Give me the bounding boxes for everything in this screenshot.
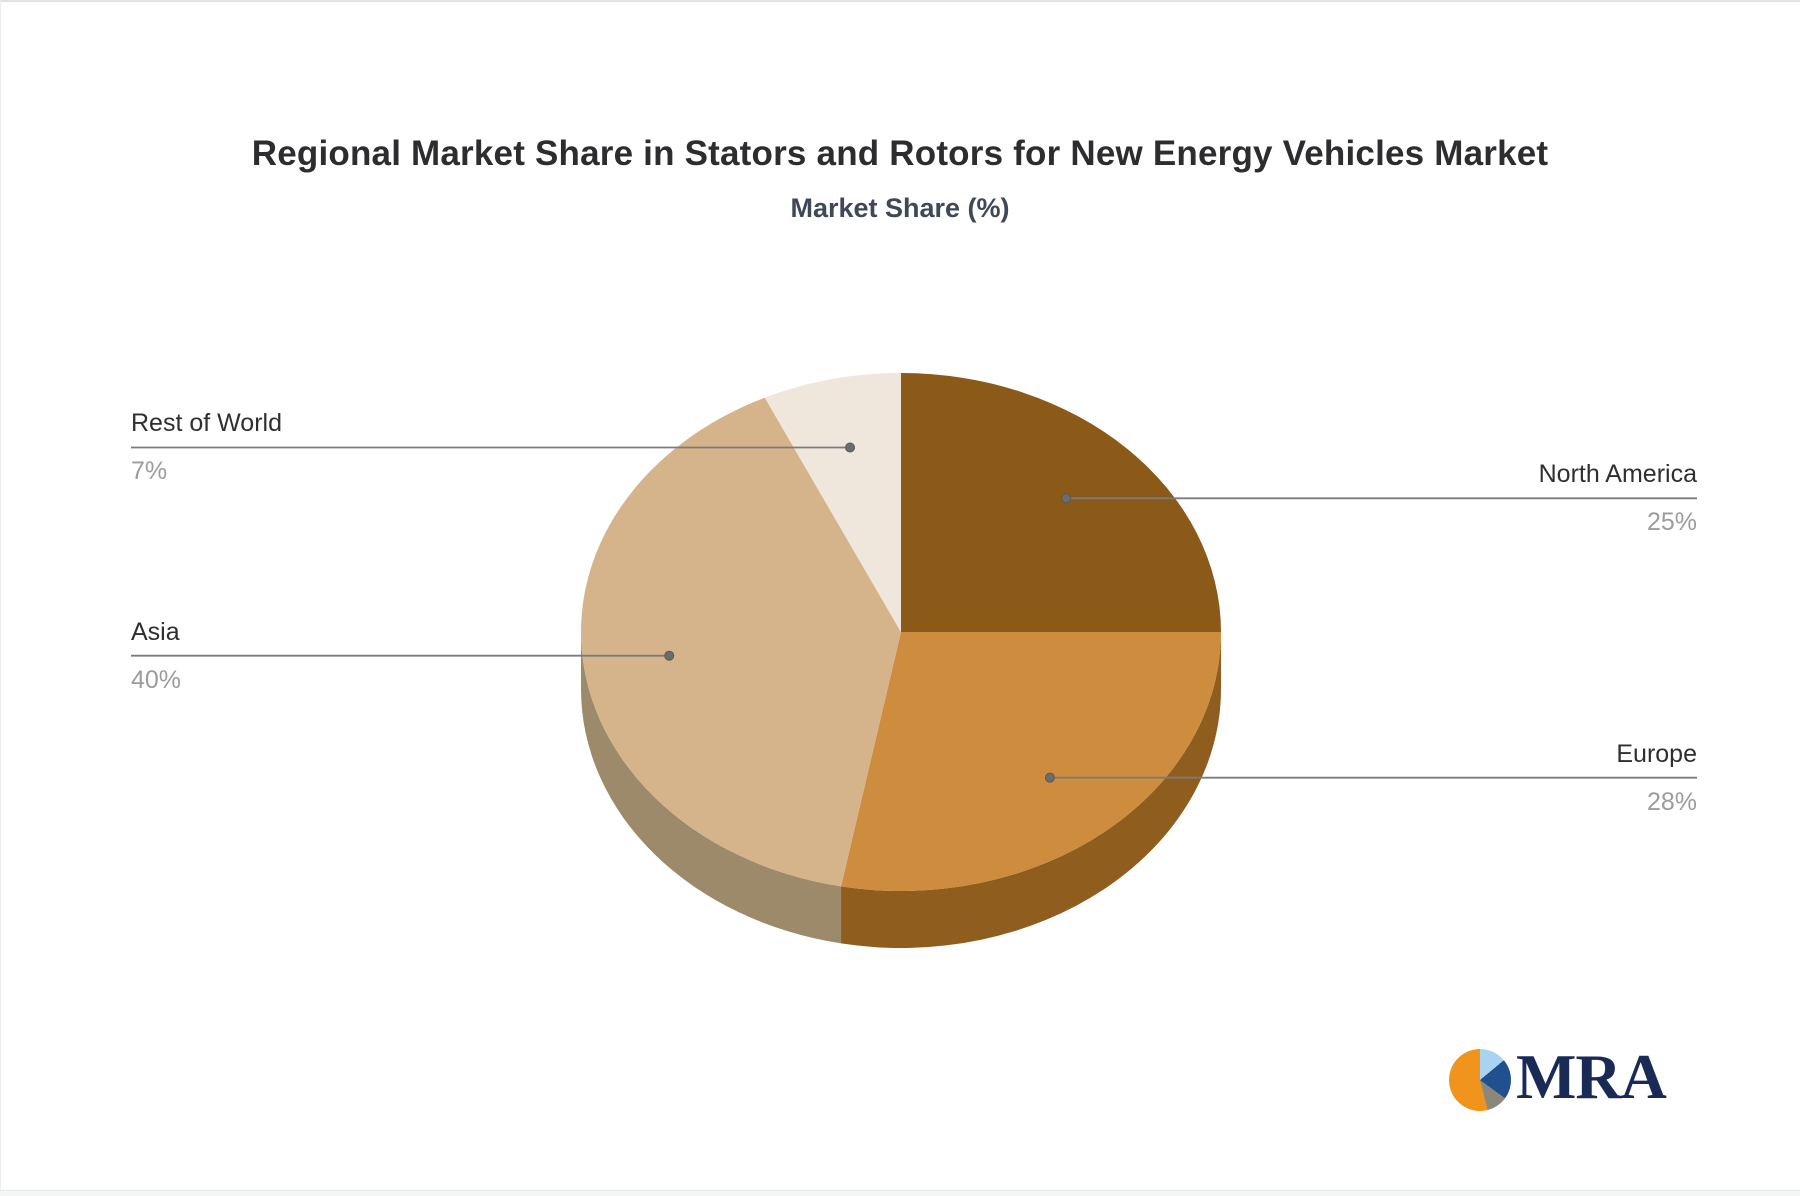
window-bottom-scroll-area	[0, 1190, 1800, 1196]
mra-logo-pie-icon	[1449, 1049, 1511, 1111]
label-north-america: North America 25%	[1539, 458, 1697, 538]
slice-percent: 25%	[1646, 508, 1697, 537]
slice-percent: 40%	[131, 665, 182, 694]
mra-logo: MRA	[1449, 1041, 1667, 1113]
label-asia: Asia 40%	[131, 616, 181, 696]
slice-percent: 7%	[131, 457, 168, 486]
slice-percent: 28%	[1646, 787, 1697, 816]
slice-name: Asia	[131, 617, 180, 646]
pie-slice-side	[581, 632, 842, 944]
window-top-border	[0, 0, 1800, 2]
slice-name: Rest of World	[131, 409, 282, 438]
mra-logo-text: MRA	[1516, 1041, 1667, 1112]
label-connector-dot	[1044, 772, 1055, 783]
slice-name: North America	[1538, 460, 1697, 489]
label-connector-dot	[845, 442, 856, 453]
page-title: Regional Market Share in Stators and Rot…	[251, 134, 1549, 173]
label-connector-dot	[1061, 493, 1072, 504]
pie-slice-asia[interactable]	[580, 397, 901, 887]
label-connector-dot	[664, 650, 675, 661]
pie-slice-europe[interactable]	[841, 632, 1221, 891]
pie-slice-side	[841, 632, 1221, 949]
label-rest-of-world: Rest of World 7%	[131, 407, 282, 487]
slice-name: Europe	[1616, 739, 1697, 768]
pie-slice-rest-of-world[interactable]	[764, 373, 901, 632]
window-left-border	[0, 0, 1, 1196]
pie-slice-north-america[interactable]	[901, 373, 1221, 632]
chart-subtitle: Market Share (%)	[790, 193, 1010, 223]
label-europe: Europe 28%	[1616, 738, 1697, 818]
